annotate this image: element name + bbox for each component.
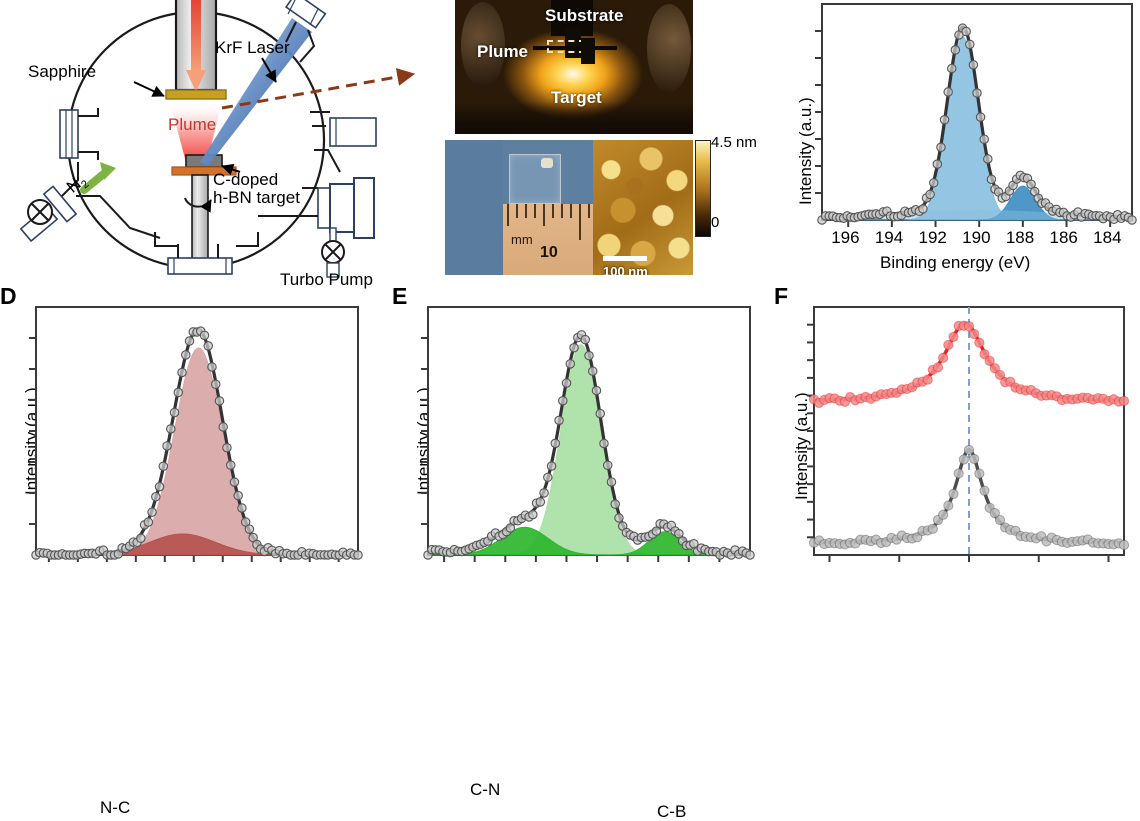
ruler-unit-mm: mm xyxy=(511,232,533,247)
rotation-arrow-icon xyxy=(184,197,212,213)
right-port-gauge xyxy=(310,111,377,173)
label-target-line2: h-BN target xyxy=(213,188,300,207)
panel-c-x-axis-title: Binding energy (eV) xyxy=(880,253,1031,272)
panel-e-c1s-xps: E Intensity (a.u.) C 1s C-C C-N C-B xyxy=(392,283,792,821)
panel-e-plot xyxy=(421,306,755,562)
panel-d-n1s-xps: D Intensity (a.u.) N 1s N-B N-C xyxy=(0,283,400,817)
laser-leader xyxy=(261,57,277,83)
pld-chamber-drawing xyxy=(19,0,416,278)
panel-c-xtick-194: 194 xyxy=(874,228,904,247)
label-plume: Plume xyxy=(168,115,217,134)
label-sapphire: Sapphire xyxy=(28,62,97,81)
panel-e-annotation-cn: C-N xyxy=(470,780,501,799)
heater-arrow-icon xyxy=(186,0,206,92)
label-target-line1: C-doped xyxy=(213,170,279,189)
panel-f-raman: F Intensity (a.u.) Carbon doped h-BN 136… xyxy=(770,285,1140,570)
panel-c-plot xyxy=(815,3,1137,227)
nitrogen-gas-inlet xyxy=(19,162,161,243)
ruler-mark-10: 10 xyxy=(540,244,558,261)
panel-d-annotation-nc: N-C xyxy=(100,798,131,817)
panel-c-xtick-186: 186 xyxy=(1049,228,1078,247)
panel-c-xtick-190: 190 xyxy=(962,228,991,247)
photo-caption-plume: Plume xyxy=(477,42,529,61)
panel-e-label: E xyxy=(392,283,408,309)
panel-e-annotation-cb: C-B xyxy=(657,802,687,821)
panel-d-label: D xyxy=(0,283,17,309)
panel-a-pld-schematic: Sapphire KrF Laser Plume C-doped h-BN ta… xyxy=(0,0,420,290)
afm-scale-bar xyxy=(603,256,647,261)
bottom-flange xyxy=(167,257,233,275)
afm-topography-image: 100 nm xyxy=(593,140,693,275)
left-viewport xyxy=(59,108,99,160)
panel-c-b1s-xps: Intensity (a.u.) Binding energy (eV) B-C… xyxy=(770,0,1140,285)
afm-scale-bar-label: 100 nm xyxy=(603,264,648,275)
afm-colorbar xyxy=(695,140,711,237)
turbo-pump-assembly xyxy=(258,177,375,278)
panel-c-xtick-184: 184 xyxy=(1093,228,1122,247)
gas-flow-arrow-icon xyxy=(80,162,116,194)
pld-operation-photo: Substrate Plume Target xyxy=(455,0,693,134)
panel-c-xtick-192: 192 xyxy=(918,228,947,247)
afm-colorbar-min: 0 xyxy=(711,214,720,231)
sapphire-substrate xyxy=(165,89,227,100)
photo-caption-substrate: Substrate xyxy=(545,6,624,25)
krf-laser-beam xyxy=(200,18,312,166)
afm-colorbar-max: 4.5 nm xyxy=(711,134,757,151)
panel-c-xtick-196: 196 xyxy=(831,228,860,247)
photo-pointer-arrow xyxy=(221,68,416,110)
laser-entry-window xyxy=(284,0,327,29)
photo-caption-target: Target xyxy=(551,88,602,107)
panel-f-label: F xyxy=(774,283,789,309)
label-krf-laser: KrF Laser xyxy=(215,38,290,57)
panel-d-plot xyxy=(29,306,363,562)
panel-f-plot xyxy=(807,306,1130,562)
sapphire-leader xyxy=(133,81,165,97)
film-optical-photo: 10 mm xyxy=(445,140,593,275)
panel-c-xtick-188: 188 xyxy=(1005,228,1035,247)
panel-b-photographs: Substrate Plume Target 10 mm 100 nm 4. xyxy=(445,0,757,275)
target-leader xyxy=(221,163,241,176)
label-turbo-pump: Turbo Pump xyxy=(280,270,373,289)
